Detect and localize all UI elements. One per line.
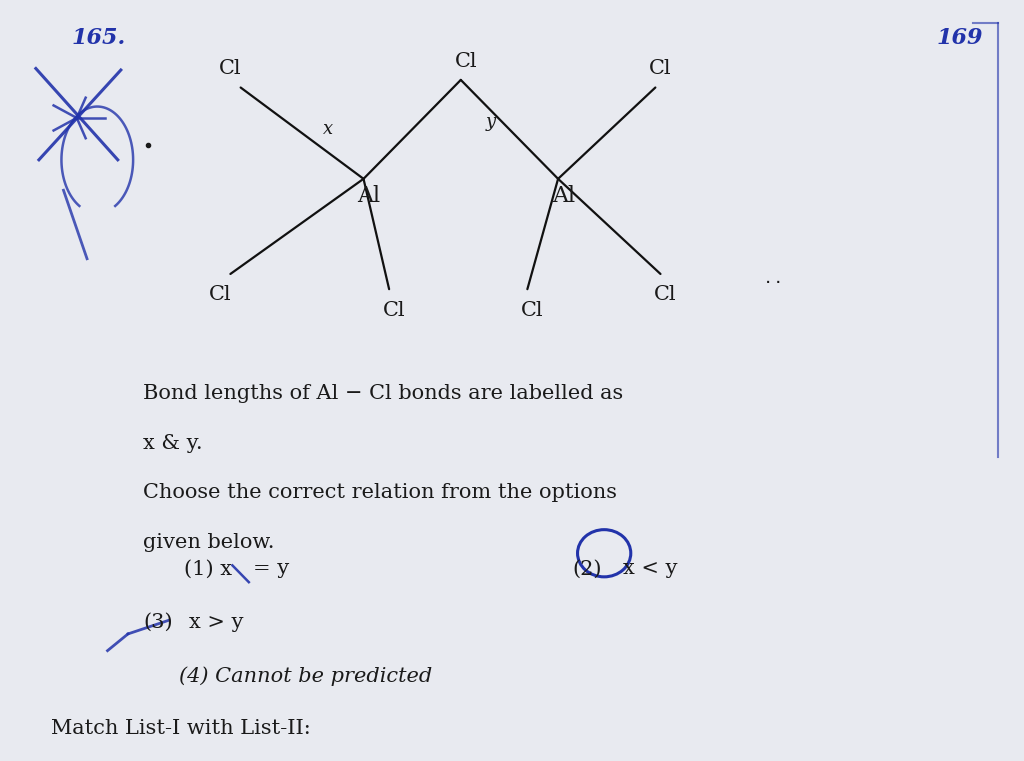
Text: = y: = y <box>253 559 289 578</box>
Text: 169: 169 <box>937 27 983 49</box>
Text: given below.: given below. <box>143 533 274 552</box>
Text: (2): (2) <box>572 559 601 578</box>
Text: Cl: Cl <box>209 285 231 304</box>
Text: (1) x: (1) x <box>184 559 232 578</box>
Text: Cl: Cl <box>383 301 406 320</box>
Text: Cl: Cl <box>654 285 677 304</box>
Text: Cl: Cl <box>219 59 242 78</box>
Text: (3): (3) <box>143 613 173 632</box>
Text: 165.: 165. <box>72 27 126 49</box>
Text: x & y.: x & y. <box>143 434 203 453</box>
Text: Al: Al <box>552 185 574 207</box>
Text: . .: . . <box>765 269 781 287</box>
Text: x < y: x < y <box>623 559 677 578</box>
Text: Cl: Cl <box>455 52 477 71</box>
Text: x: x <box>323 120 333 139</box>
Text: Cl: Cl <box>521 301 544 320</box>
Text: Choose the correct relation from the options: Choose the correct relation from the opt… <box>143 483 617 502</box>
Text: Bond lengths of Al − Cl bonds are labelled as: Bond lengths of Al − Cl bonds are labell… <box>143 384 624 403</box>
Text: Cl: Cl <box>649 59 672 78</box>
Text: (4) Cannot be predicted: (4) Cannot be predicted <box>179 666 432 686</box>
Text: Al: Al <box>357 185 380 207</box>
Text: x > y: x > y <box>189 613 244 632</box>
Text: Match List-I with List-II:: Match List-I with List-II: <box>51 719 311 738</box>
Text: y: y <box>486 113 496 131</box>
